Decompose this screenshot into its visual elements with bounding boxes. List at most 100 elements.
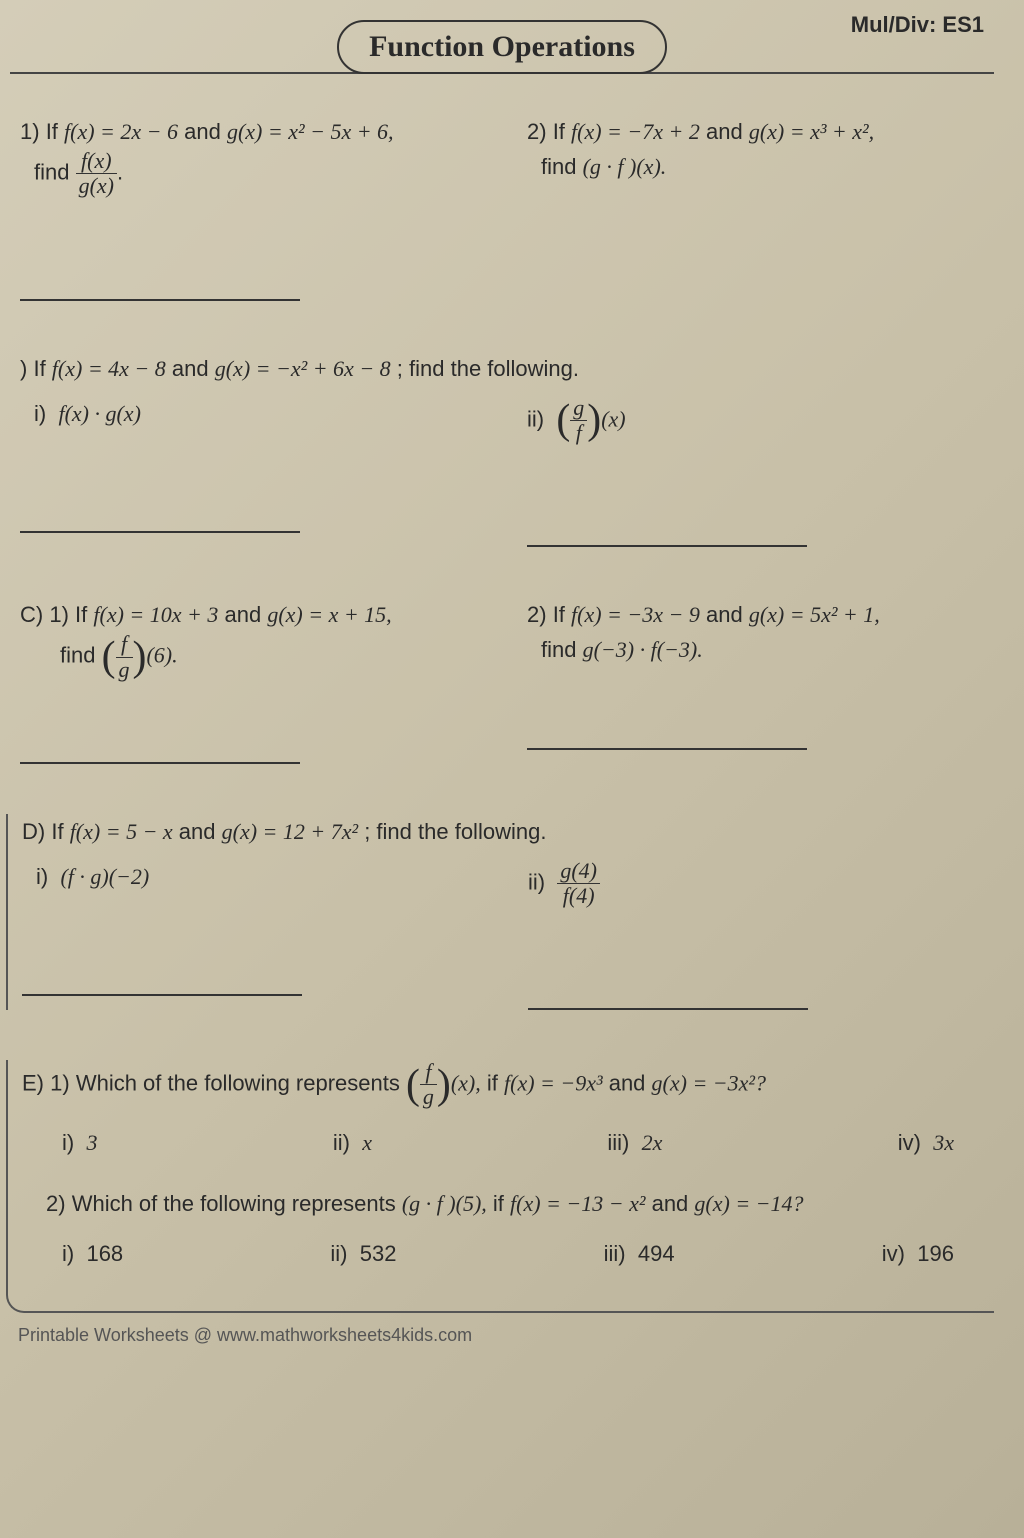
section-b: ) If f(x) = 4x − 8 and g(x) = −x² + 6x −… bbox=[10, 351, 994, 548]
q-number: 1) bbox=[49, 602, 69, 627]
gx: g(x) = 5x² + 1, bbox=[749, 602, 880, 627]
fx: f(x) = 5 − x bbox=[70, 819, 173, 844]
answer-line bbox=[20, 762, 300, 764]
q-a1: 1) If f(x) = 2x − 6 and g(x) = x² − 5x +… bbox=[20, 114, 487, 301]
sub-label: i) bbox=[36, 864, 48, 889]
answer-line bbox=[20, 299, 300, 301]
dot: . bbox=[117, 160, 123, 185]
answer-line bbox=[527, 545, 807, 547]
q-b-i: i) f(x) · g(x) bbox=[20, 396, 487, 547]
section-a: 1) If f(x) = 2x − 6 and g(x) = x² − 5x +… bbox=[10, 114, 994, 301]
choice-val: 168 bbox=[86, 1241, 123, 1266]
fraction: f g bbox=[420, 1060, 437, 1109]
arg: (6). bbox=[146, 643, 177, 668]
choice-label: iv) bbox=[882, 1241, 905, 1266]
text: If bbox=[553, 119, 571, 144]
lparen-icon: ( bbox=[102, 634, 116, 680]
text: if bbox=[487, 1071, 504, 1096]
page-title: Function Operations bbox=[337, 20, 667, 74]
section-prefix: E) bbox=[22, 1071, 44, 1096]
choice-label: iii) bbox=[607, 1130, 629, 1155]
choice-label: iii) bbox=[604, 1241, 626, 1266]
choice-val: 3 bbox=[86, 1130, 97, 1155]
expr: (f · g)(−2) bbox=[60, 864, 149, 889]
text: Which of the following represents bbox=[72, 1191, 402, 1216]
gx: g(x) = −3x²? bbox=[652, 1071, 766, 1096]
choice-label: ii) bbox=[330, 1241, 347, 1266]
q-c1: C) 1) If f(x) = 10x + 3 and g(x) = x + 1… bbox=[20, 597, 487, 764]
gx: g(x) = 12 + 7x² bbox=[222, 819, 358, 844]
choice-val: 2x bbox=[642, 1130, 663, 1155]
fx: f(x) = −3x − 9 bbox=[571, 602, 700, 627]
section-prefix: C) bbox=[20, 602, 43, 627]
answer-line bbox=[20, 531, 300, 533]
text: ; find the following. bbox=[391, 356, 579, 381]
text: and bbox=[218, 602, 267, 627]
text: and bbox=[700, 602, 749, 627]
gx: g(x) = −x² + 6x − 8 bbox=[215, 356, 391, 381]
text: ; find the following. bbox=[358, 819, 546, 844]
gx: g(x) = x² − 5x + 6, bbox=[227, 119, 394, 144]
frac-den: g bbox=[420, 1085, 437, 1109]
q-a2: 2) If f(x) = −7x + 2 and g(x) = x³ + x²,… bbox=[527, 114, 994, 301]
gx: g(x) = −14? bbox=[694, 1191, 803, 1216]
text: and bbox=[178, 119, 227, 144]
choice-val: 3x bbox=[933, 1130, 954, 1155]
expr: f(x) · g(x) bbox=[58, 401, 140, 426]
q-number: 1) bbox=[20, 119, 40, 144]
choices-e2: i) 168 ii) 532 iii) 494 iv) 196 bbox=[22, 1221, 994, 1297]
fraction: g f bbox=[570, 396, 587, 445]
frac-den: f(4) bbox=[557, 884, 600, 908]
op: (g · f )(x). bbox=[583, 154, 667, 179]
lparen-icon: ( bbox=[406, 1062, 420, 1108]
choice-iv: iv) 196 bbox=[882, 1241, 954, 1267]
lparen-icon: ( bbox=[556, 397, 570, 443]
choice-ii: ii) x bbox=[333, 1130, 372, 1156]
q-d-i: i) (f · g)(−2) bbox=[22, 859, 488, 1010]
fx: f(x) = 2x − 6 bbox=[64, 119, 178, 144]
text: and bbox=[645, 1191, 694, 1216]
q-e1: E) 1) Which of the following represents … bbox=[22, 1060, 994, 1109]
rparen-icon: ) bbox=[133, 634, 147, 680]
op: g(−3) · f(−3). bbox=[583, 637, 703, 662]
answer-line bbox=[528, 1008, 808, 1010]
gx: g(x) = x + 15, bbox=[267, 602, 391, 627]
text: find bbox=[60, 643, 102, 668]
text: If bbox=[75, 602, 93, 627]
choice-ii: ii) 532 bbox=[330, 1241, 396, 1267]
text: If bbox=[51, 819, 69, 844]
frac-num: f bbox=[116, 632, 133, 657]
gx: g(x) = x³ + x², bbox=[749, 119, 874, 144]
section-prefix: D) bbox=[22, 819, 45, 844]
choice-label: i) bbox=[62, 1130, 74, 1155]
section-prefix: ) bbox=[20, 356, 27, 381]
footer: Printable Worksheets @ www.mathworksheet… bbox=[10, 1325, 994, 1346]
choice-val: 494 bbox=[638, 1241, 675, 1266]
fraction: f g bbox=[116, 632, 133, 681]
choice-val: 196 bbox=[917, 1241, 954, 1266]
q-b-ii: ii) ( g f )(x) bbox=[527, 396, 994, 547]
text: Which of the following represents bbox=[76, 1071, 406, 1096]
choice-label: i) bbox=[62, 1241, 74, 1266]
arg: (x) bbox=[601, 406, 625, 431]
choice-i: i) 3 bbox=[62, 1130, 97, 1156]
choice-label: ii) bbox=[333, 1130, 350, 1155]
arg: (x), bbox=[451, 1071, 481, 1096]
op: (g · f )(5), bbox=[402, 1191, 487, 1216]
sub-label: i) bbox=[34, 401, 46, 426]
choice-val: x bbox=[362, 1130, 372, 1155]
section-d: D) If f(x) = 5 − x and g(x) = 12 + 7x² ;… bbox=[6, 814, 994, 1011]
header-label: Mul/Div: ES1 bbox=[851, 12, 984, 38]
text: and bbox=[603, 1071, 652, 1096]
worksheet-page: Function Operations Mul/Div: ES1 1) If f… bbox=[0, 0, 1024, 1356]
section-e: E) 1) Which of the following represents … bbox=[6, 1060, 994, 1313]
sub-label: ii) bbox=[527, 406, 544, 431]
q-number: 2) bbox=[527, 119, 547, 144]
choice-label: iv) bbox=[898, 1130, 921, 1155]
text: find bbox=[34, 160, 76, 185]
frac-num: g bbox=[570, 396, 587, 421]
rparen-icon: ) bbox=[437, 1062, 451, 1108]
q-number: 1) bbox=[50, 1071, 70, 1096]
frac-num: g(4) bbox=[557, 859, 600, 884]
frac-num: f(x) bbox=[76, 149, 117, 174]
